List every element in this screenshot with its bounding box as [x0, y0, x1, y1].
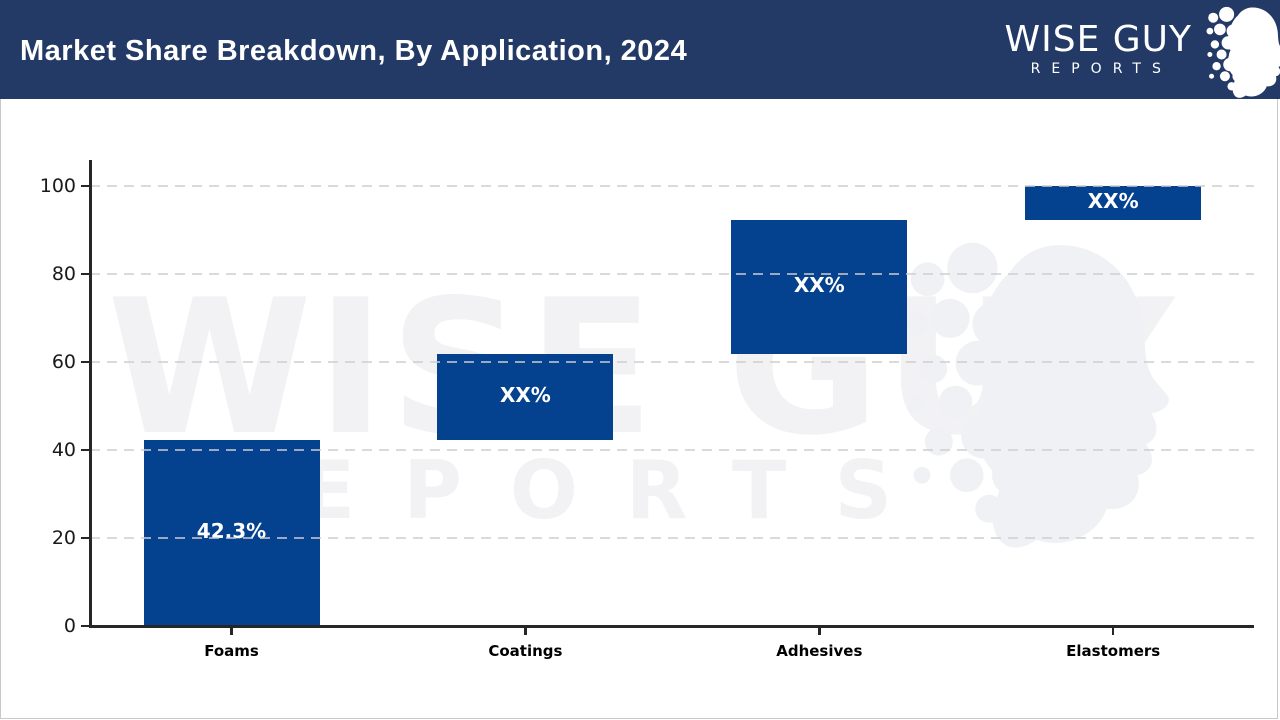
- wiseguy-logo-subtitle: REPORTS: [1030, 61, 1172, 77]
- chart-canvas: WISE GUY REPORTS 42.3% Foams XX% Coatings XX…: [0, 99, 1278, 719]
- bar-segment: XX%: [437, 354, 614, 440]
- bar-value-label: 42.3%: [196, 518, 267, 543]
- bar-value-label: XX%: [1087, 188, 1139, 213]
- y-tick-label: 100: [39, 175, 76, 197]
- y-tick-label: 40: [51, 439, 76, 461]
- y-tick-mark: [81, 536, 90, 540]
- y-tick-mark: [81, 360, 90, 364]
- gridline: [90, 361, 1254, 363]
- watermark-head-icon: [905, 242, 1169, 548]
- bar-value-label: XX%: [793, 272, 845, 297]
- gridline: [90, 273, 1254, 275]
- bar-segment: XX%: [731, 219, 908, 355]
- x-tick-mark: [818, 628, 821, 635]
- y-tick-mark: [81, 624, 90, 628]
- category-label: Adhesives: [776, 642, 863, 660]
- category-label: Elastomers: [1066, 642, 1161, 660]
- wiseguy-logo-wordmark: WISE GUY: [1004, 19, 1192, 60]
- y-tick-label: 20: [51, 527, 76, 549]
- y-tick-mark: [81, 448, 90, 452]
- y-tick-mark: [81, 184, 90, 188]
- y-tick-label: 80: [51, 263, 76, 285]
- x-tick-mark: [1111, 628, 1115, 635]
- y-tick-label: 0: [63, 615, 76, 637]
- gridline: [90, 449, 1254, 451]
- bar-segment: XX%: [1025, 186, 1202, 220]
- category-label: Foams: [204, 642, 259, 660]
- gridline: [90, 185, 1254, 187]
- wiseguy-logo-text: WISE GUY REPORTS: [1004, 19, 1193, 78]
- wiseguy-head-icon: [1206, 6, 1280, 98]
- bar-value-label: XX%: [499, 382, 551, 407]
- y-tick-mark: [81, 272, 90, 276]
- x-axis-line: [89, 625, 1254, 628]
- y-axis-line: [89, 160, 92, 628]
- wiseguy-logo: WISE GUY REPORTS: [1005, 0, 1280, 99]
- y-tick-label: 60: [51, 351, 76, 373]
- category-label: Coatings: [488, 642, 563, 660]
- page-title: Market Share Breakdown, By Application, …: [20, 35, 688, 67]
- header-bar: Market Share Breakdown, By Application, …: [0, 0, 1280, 99]
- x-tick-mark: [524, 628, 527, 635]
- x-tick-mark: [230, 628, 233, 635]
- gridline: [90, 537, 1254, 539]
- bar-segment: 42.3%: [143, 439, 320, 626]
